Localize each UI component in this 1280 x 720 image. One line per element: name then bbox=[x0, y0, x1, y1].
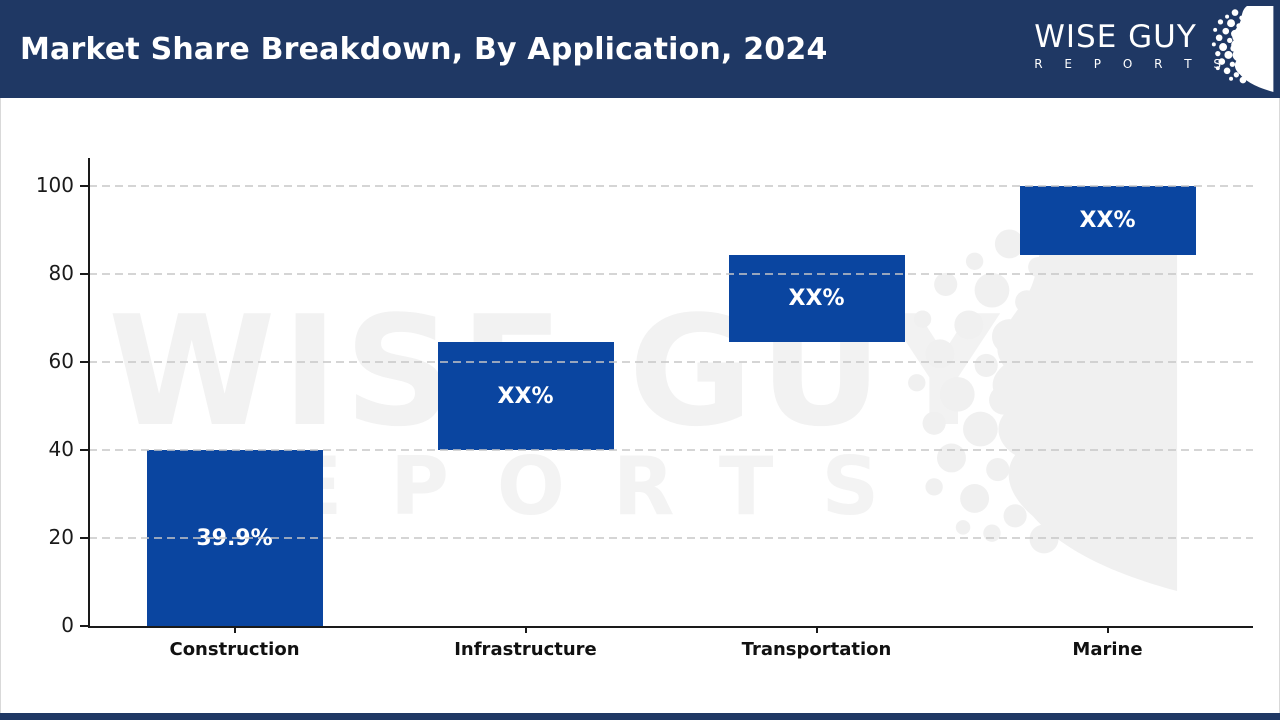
bar-value-label: XX% bbox=[497, 383, 554, 409]
bar-marine: XX% bbox=[1019, 186, 1196, 255]
y-axis-label-20: 20 bbox=[48, 525, 74, 549]
x-axis-label-infrastructure: Infrastructure bbox=[454, 639, 597, 660]
y-axis-tick bbox=[80, 537, 89, 539]
y-axis-tick bbox=[80, 273, 89, 275]
y-axis-tick bbox=[80, 449, 89, 451]
gridline-40 bbox=[89, 449, 1253, 451]
y-axis-tick bbox=[80, 625, 89, 627]
bar-infrastructure: XX% bbox=[437, 341, 614, 451]
y-axis-tick bbox=[80, 361, 89, 363]
y-axis-label-100: 100 bbox=[35, 173, 74, 197]
logo-wordmark: WISE GUY bbox=[1034, 19, 1197, 55]
y-axis-label-60: 60 bbox=[48, 349, 74, 373]
wiseguy-logo-text: WISE GUY R E P O R T S bbox=[1034, 20, 1230, 72]
gridline-20 bbox=[89, 537, 1253, 539]
x-axis-label-marine: Marine bbox=[1072, 639, 1143, 660]
x-axis-label-transportation: Transportation bbox=[741, 639, 892, 660]
footer-band bbox=[0, 713, 1280, 720]
y-axis-label-80: 80 bbox=[48, 261, 74, 285]
gridline-100 bbox=[89, 185, 1253, 187]
logo-subtext: R E P O R T S bbox=[1034, 57, 1230, 71]
bar-transportation: XX% bbox=[728, 254, 905, 342]
x-axis-tick bbox=[815, 626, 818, 633]
x-axis-tick bbox=[233, 626, 236, 633]
bar-value-label: XX% bbox=[1079, 207, 1136, 233]
x-axis-label-construction: Construction bbox=[169, 639, 300, 660]
wiseguy-face-watermark bbox=[908, 215, 1178, 591]
x-axis-tick bbox=[1106, 626, 1109, 633]
page-title: Market Share Breakdown, By Application, … bbox=[20, 31, 828, 67]
gridline-60 bbox=[89, 361, 1253, 363]
bar-value-label: XX% bbox=[788, 285, 845, 311]
x-axis-spine bbox=[88, 626, 1253, 628]
y-axis-label-40: 40 bbox=[48, 437, 74, 461]
y-axis-tick bbox=[80, 185, 89, 187]
wiseguy-logo: WISE GUY R E P O R T S bbox=[1020, 0, 1280, 98]
header-band: Market Share Breakdown, By Application, … bbox=[0, 0, 1280, 98]
wiseguy-face-icon bbox=[1211, 6, 1274, 92]
gridline-80 bbox=[89, 273, 1253, 275]
y-axis-label-0: 0 bbox=[61, 613, 74, 637]
x-axis-tick bbox=[524, 626, 527, 633]
y-axis-spine bbox=[88, 158, 90, 628]
